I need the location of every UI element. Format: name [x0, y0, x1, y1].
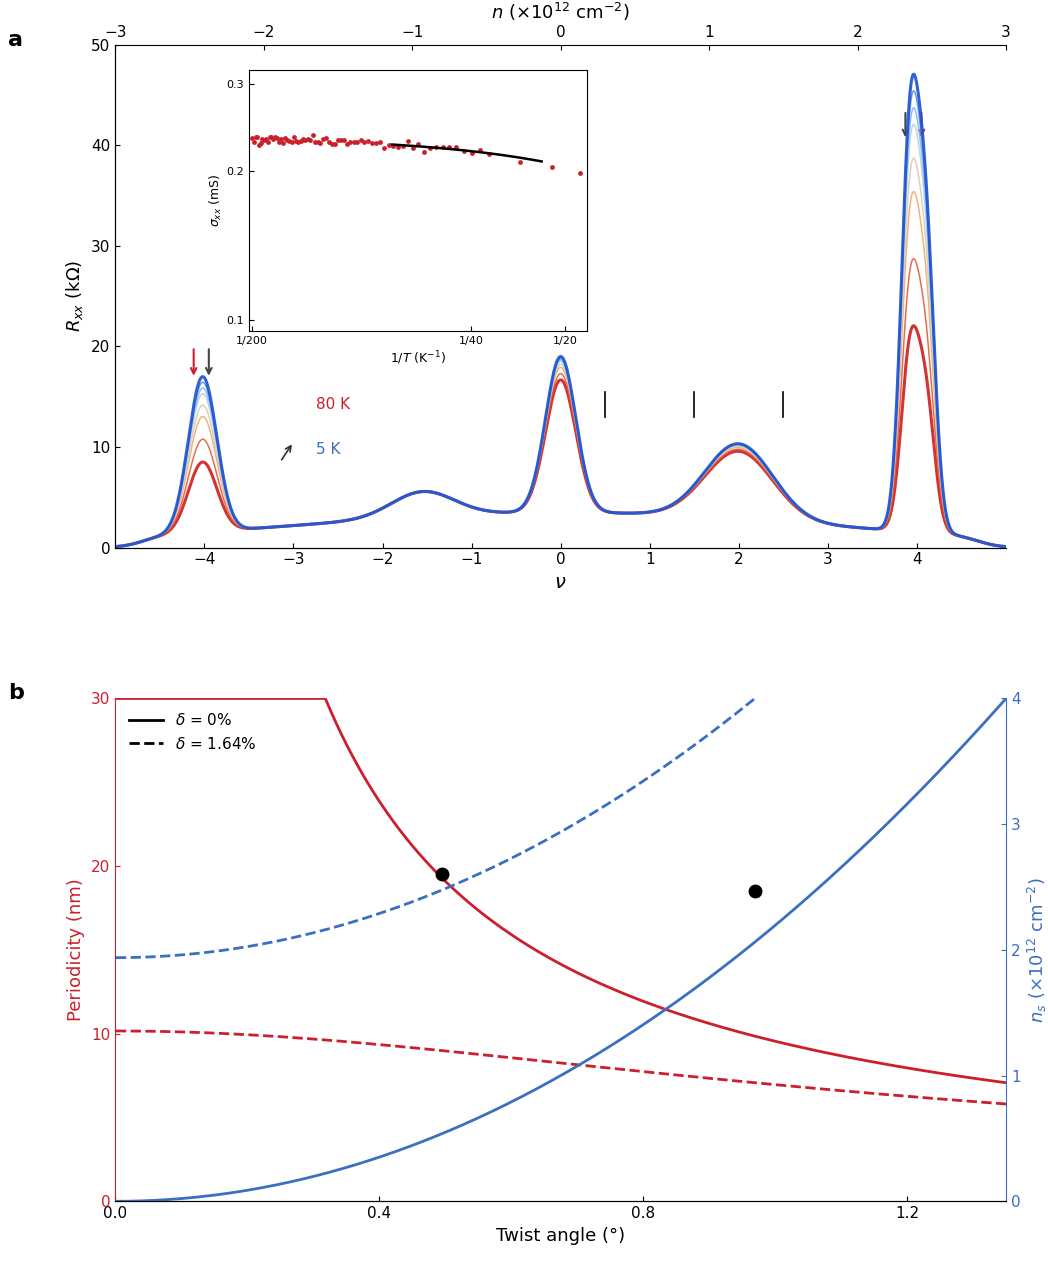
Legend: $\delta$ = 0%, $\delta$ = 1.64%: $\delta$ = 0%, $\delta$ = 1.64% [123, 705, 262, 758]
Text: 80 K: 80 K [315, 397, 350, 412]
X-axis label: Twist angle (°): Twist angle (°) [496, 1227, 626, 1245]
Text: b: b [8, 684, 24, 703]
Text: a: a [8, 29, 23, 50]
X-axis label: $\nu$: $\nu$ [554, 573, 567, 592]
X-axis label: $n$ ($\times10^{12}$ cm$^{-2}$): $n$ ($\times10^{12}$ cm$^{-2}$) [492, 1, 630, 23]
Text: 5 K: 5 K [315, 442, 341, 458]
Y-axis label: $n_s$ ($\times$10$^{12}$ cm$^{-2}$): $n_s$ ($\times$10$^{12}$ cm$^{-2}$) [1026, 877, 1048, 1022]
Y-axis label: $R_{xx}$ (k$\Omega$): $R_{xx}$ (k$\Omega$) [65, 259, 86, 332]
Y-axis label: Periodicity (nm): Periodicity (nm) [67, 878, 86, 1021]
